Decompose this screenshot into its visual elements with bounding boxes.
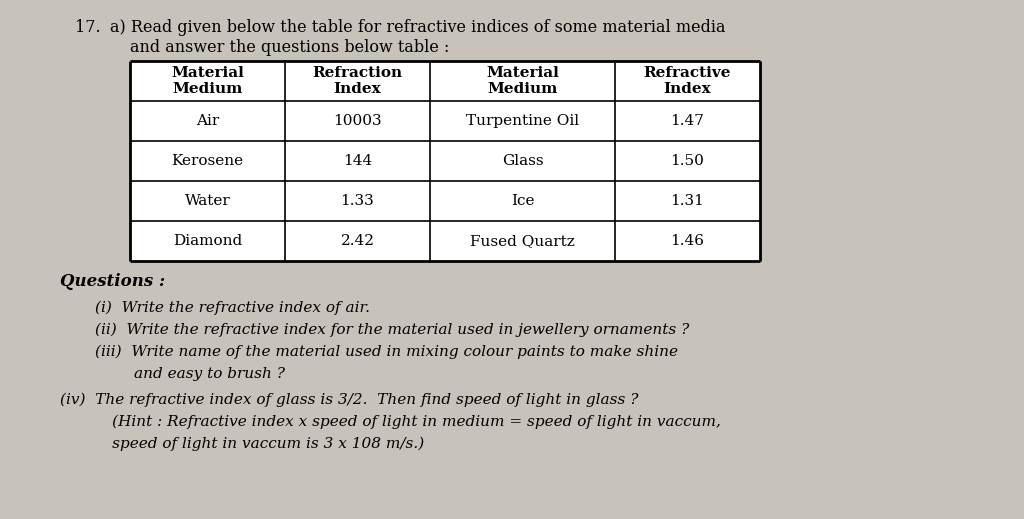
Text: (Hint : Refractive index x speed of light in medium = speed of light in vaccum,: (Hint : Refractive index x speed of ligh… [78,415,721,429]
Text: Water: Water [184,194,230,208]
Text: Ice: Ice [511,194,535,208]
Bar [130,61,760,261]
Text: 144: 144 [343,154,372,168]
Text: a) Read given below the table for refractive indices of some material media: a) Read given below the table for refrac… [110,19,725,36]
Text: (i)  Write the refractive index of air.: (i) Write the refractive index of air. [95,301,370,316]
Text: Questions :: Questions : [60,273,165,290]
Text: and answer the questions below table :: and answer the questions below table : [130,39,450,56]
Text: speed of light in vaccum is 3 x 108 m/s.): speed of light in vaccum is 3 x 108 m/s.… [78,437,424,452]
Text: Kerosene: Kerosene [171,154,244,168]
Text: 1.46: 1.46 [671,234,705,248]
Text: Material
Medium: Material Medium [486,65,559,97]
Text: (ii)  Write the refractive index for the material used in jewellery ornaments ?: (ii) Write the refractive index for the … [95,323,689,337]
Text: 17.: 17. [75,19,100,36]
Text: 1.33: 1.33 [341,194,375,208]
Text: 1.47: 1.47 [671,114,705,128]
Text: Fused Quartz: Fused Quartz [470,234,574,248]
Text: Material
Medium: Material Medium [171,65,244,97]
Text: (iii)  Write name of the material used in mixing colour paints to make shine: (iii) Write name of the material used in… [95,345,678,359]
Text: 1.31: 1.31 [671,194,705,208]
Text: Refractive
Index: Refractive Index [644,65,731,97]
Text: Glass: Glass [502,154,544,168]
Text: 10003: 10003 [333,114,382,128]
Text: 2.42: 2.42 [341,234,375,248]
Text: Diamond: Diamond [173,234,242,248]
Text: (iv)  The refractive index of glass is 3/2.  Then find speed of light in glass ?: (iv) The refractive index of glass is 3/… [60,393,638,407]
Text: Turpentine Oil: Turpentine Oil [466,114,579,128]
Text: 1.50: 1.50 [671,154,705,168]
Text: Air: Air [196,114,219,128]
Text: and easy to brush ?: and easy to brush ? [95,367,285,381]
Text: Refraction
Index: Refraction Index [312,65,402,97]
